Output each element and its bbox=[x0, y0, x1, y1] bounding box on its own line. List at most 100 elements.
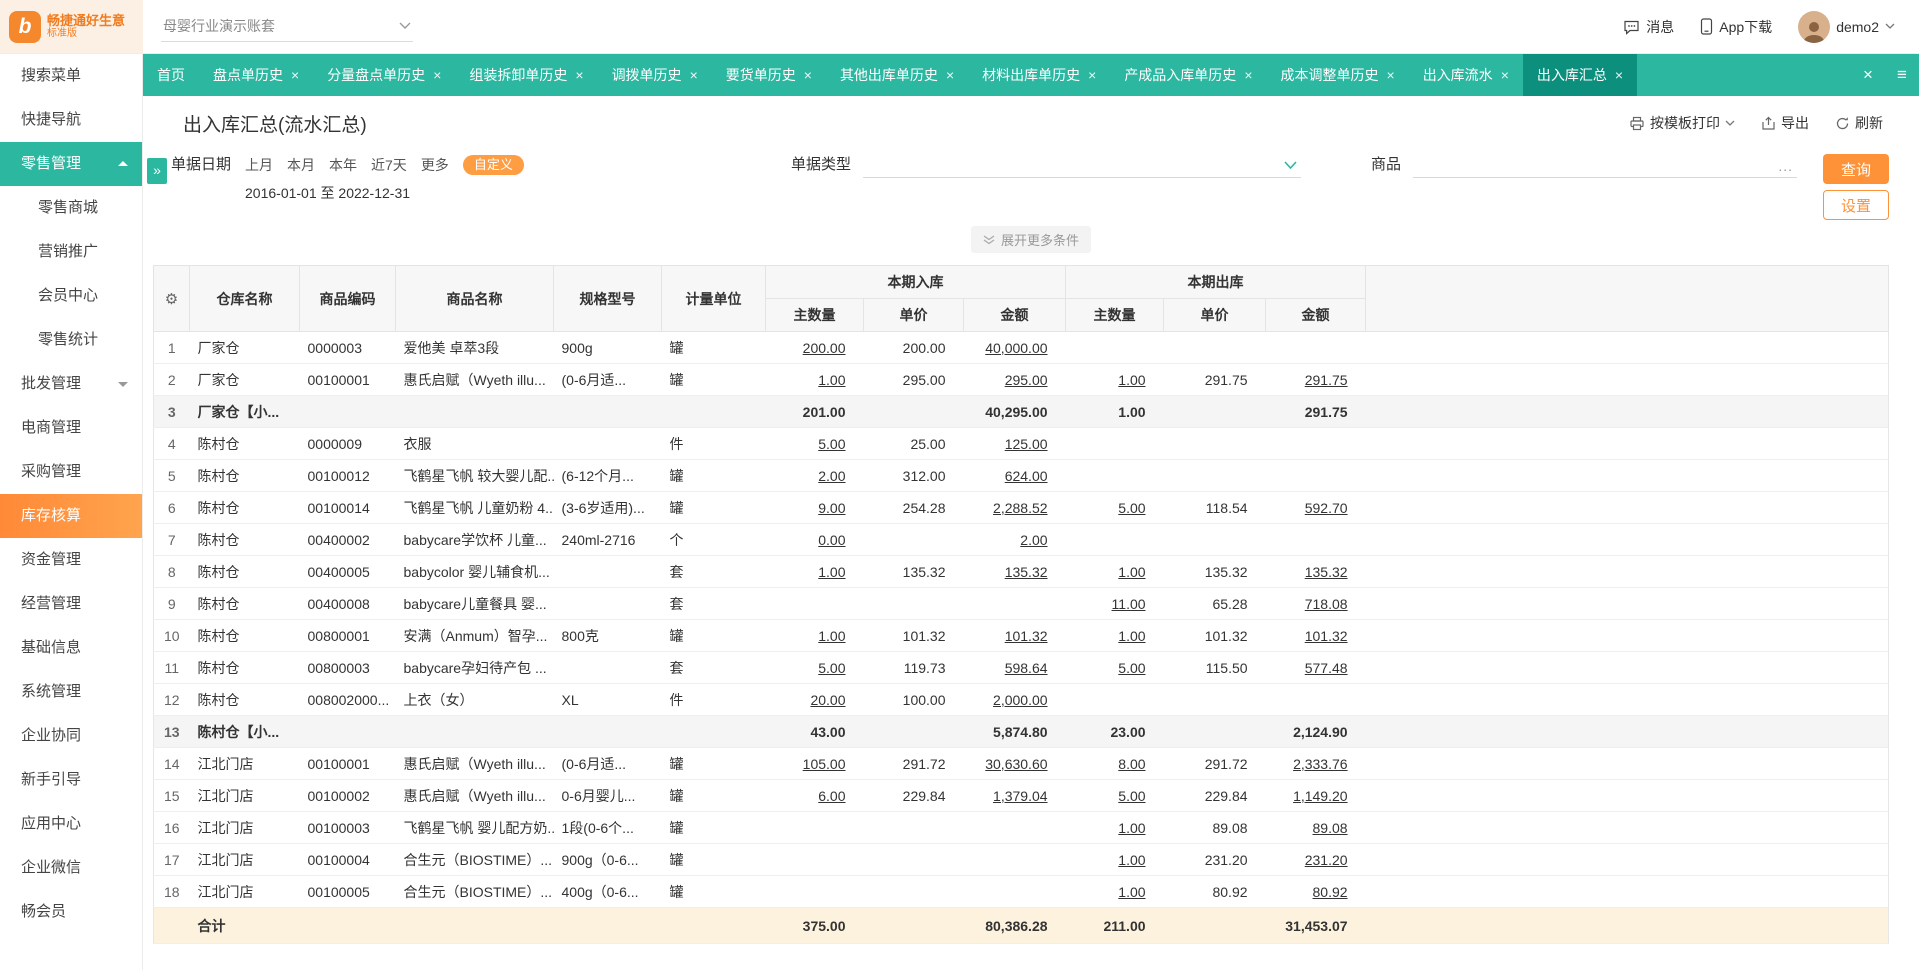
drill-link[interactable]: 718.08 bbox=[1304, 595, 1348, 612]
expand-more-button[interactable]: 展开更多条件 bbox=[970, 226, 1091, 253]
tab-材料出库单历史[interactable]: 材料出库单历史 × bbox=[968, 54, 1110, 96]
quick-link-近7天[interactable]: 近7天 bbox=[371, 157, 407, 173]
sidebar-item-畅会员[interactable]: 畅会员 bbox=[0, 890, 142, 934]
drill-link[interactable]: 1.00 bbox=[1118, 627, 1146, 644]
user-menu[interactable]: demo2 bbox=[1798, 10, 1895, 43]
drill-link[interactable]: 11.00 bbox=[1111, 595, 1146, 612]
drill-link[interactable]: 101.32 bbox=[1304, 627, 1348, 644]
product-input[interactable]: ... bbox=[1413, 154, 1797, 178]
drill-link[interactable]: 2,000.00 bbox=[993, 691, 1048, 708]
tab-出入库流水[interactable]: 出入库流水 × bbox=[1409, 54, 1523, 96]
drill-link[interactable]: 1.00 bbox=[818, 371, 846, 388]
drill-link[interactable]: 5.00 bbox=[1118, 787, 1146, 804]
tab-close-icon[interactable]: × bbox=[1500, 67, 1509, 83]
sidebar-item-基础信息[interactable]: 基础信息 bbox=[0, 626, 142, 670]
print-by-template-button[interactable]: 按模板打印 bbox=[1629, 113, 1735, 133]
doc-type-select[interactable] bbox=[863, 154, 1301, 178]
drill-link[interactable]: 5.00 bbox=[1118, 659, 1146, 676]
drill-link[interactable]: 1.00 bbox=[1118, 819, 1146, 836]
sidebar-item-零售商城[interactable]: 零售商城 bbox=[0, 186, 142, 230]
tab-close-icon[interactable]: × bbox=[433, 67, 442, 83]
sidebar-item-企业协同[interactable]: 企业协同 bbox=[0, 714, 142, 758]
sidebar-item-经营管理[interactable]: 经营管理 bbox=[0, 582, 142, 626]
export-button[interactable]: 导出 bbox=[1761, 113, 1809, 133]
drill-link[interactable]: 1.00 bbox=[1118, 883, 1146, 900]
drill-link[interactable]: 20.00 bbox=[810, 691, 846, 708]
drill-link[interactable]: 89.08 bbox=[1312, 819, 1348, 836]
drill-link[interactable]: 5.00 bbox=[818, 659, 846, 676]
drill-link[interactable]: 1,379.04 bbox=[993, 787, 1048, 804]
query-button[interactable]: 查询 bbox=[1823, 154, 1889, 184]
drill-link[interactable]: 577.48 bbox=[1304, 659, 1348, 676]
sidebar-item-快捷导航[interactable]: 快捷导航 bbox=[0, 98, 142, 142]
close-tabs-icon[interactable]: × bbox=[1863, 65, 1873, 84]
sidebar-item-会员中心[interactable]: 会员中心 bbox=[0, 274, 142, 318]
drill-link[interactable]: 30,630.60 bbox=[985, 755, 1048, 772]
drill-link[interactable]: 2.00 bbox=[1020, 531, 1048, 548]
sidebar-item-营销推广[interactable]: 营销推广 bbox=[0, 230, 142, 274]
tab-首页[interactable]: 首页 bbox=[143, 54, 199, 96]
settings-button[interactable]: 设置 bbox=[1823, 190, 1889, 220]
drill-link[interactable]: 231.20 bbox=[1304, 851, 1348, 868]
drill-link[interactable]: 125.00 bbox=[1004, 435, 1048, 452]
tab-close-icon[interactable]: × bbox=[1088, 67, 1097, 83]
drill-link[interactable]: 2,333.76 bbox=[1293, 755, 1348, 772]
sidebar-item-新手引导[interactable]: 新手引导 bbox=[0, 758, 142, 802]
tab-close-icon[interactable]: × bbox=[689, 67, 698, 83]
tab-close-icon[interactable]: × bbox=[1614, 67, 1624, 83]
drill-link[interactable]: 1.00 bbox=[1118, 851, 1146, 868]
tab-close-icon[interactable]: × bbox=[575, 67, 584, 83]
custom-date-badge[interactable]: 自定义 bbox=[462, 155, 524, 175]
tab-出入库汇总[interactable]: 出入库汇总 × bbox=[1522, 54, 1638, 96]
drill-link[interactable]: 5.00 bbox=[818, 435, 846, 452]
sidebar-item-零售管理[interactable]: 零售管理 bbox=[0, 142, 142, 186]
drill-link[interactable]: 6.00 bbox=[818, 787, 846, 804]
drill-link[interactable]: 1.00 bbox=[818, 627, 846, 644]
drill-link[interactable]: 135.32 bbox=[1004, 563, 1048, 580]
app-download-button[interactable]: App下载 bbox=[1700, 17, 1772, 37]
column-settings-header[interactable]: ⚙ bbox=[153, 265, 190, 332]
sidebar-item-应用中心[interactable]: 应用中心 bbox=[0, 802, 142, 846]
tab-产成品入库单历史[interactable]: 产成品入库单历史 × bbox=[1110, 54, 1266, 96]
drill-link[interactable]: 598.64 bbox=[1004, 659, 1048, 676]
sidebar-item-库存核算[interactable]: 库存核算 bbox=[0, 494, 142, 538]
drill-link[interactable]: 2,288.52 bbox=[993, 499, 1048, 516]
sidebar-item-电商管理[interactable]: 电商管理 bbox=[0, 406, 142, 450]
messages-button[interactable]: 消息 bbox=[1623, 17, 1674, 37]
drill-link[interactable]: 0.00 bbox=[818, 531, 846, 548]
sidebar-item-企业微信[interactable]: 企业微信 bbox=[0, 846, 142, 890]
drill-link[interactable]: 624.00 bbox=[1004, 467, 1048, 484]
tab-要货单历史[interactable]: 要货单历史 × bbox=[712, 54, 826, 96]
refresh-button[interactable]: 刷新 bbox=[1835, 113, 1883, 133]
tab-close-icon[interactable]: × bbox=[1244, 67, 1253, 83]
sidebar-item-批发管理[interactable]: 批发管理 bbox=[0, 362, 142, 406]
tab-成本调整单历史[interactable]: 成本调整单历史 × bbox=[1267, 54, 1409, 96]
tab-close-icon[interactable]: × bbox=[945, 67, 955, 83]
drill-link[interactable]: 592.70 bbox=[1304, 499, 1348, 516]
tab-close-icon[interactable]: × bbox=[803, 67, 812, 83]
drill-link[interactable]: 1,149.20 bbox=[1293, 787, 1348, 804]
tab-menu-icon[interactable]: ≡ bbox=[1897, 65, 1907, 84]
collapse-panel-icon[interactable]: » bbox=[147, 158, 167, 184]
drill-link[interactable]: 105.00 bbox=[802, 755, 846, 772]
drill-link[interactable]: 5.00 bbox=[1118, 499, 1146, 516]
drill-link[interactable]: 1.00 bbox=[818, 563, 846, 580]
sidebar-item-系统管理[interactable]: 系统管理 bbox=[0, 670, 142, 714]
sidebar-item-资金管理[interactable]: 资金管理 bbox=[0, 538, 142, 582]
quick-link-上月[interactable]: 上月 bbox=[245, 157, 274, 173]
tab-其他出库单历史[interactable]: 其他出库单历史 × bbox=[826, 54, 968, 96]
tab-close-icon[interactable]: × bbox=[291, 67, 300, 83]
drill-link[interactable]: 1.00 bbox=[1118, 371, 1146, 388]
drill-link[interactable]: 291.75 bbox=[1304, 371, 1348, 388]
drill-link[interactable]: 101.32 bbox=[1004, 627, 1048, 644]
sidebar-item-搜索菜单[interactable]: 搜索菜单 bbox=[0, 54, 142, 98]
tab-调拨单历史[interactable]: 调拨单历史 × bbox=[598, 54, 712, 96]
drill-link[interactable]: 295.00 bbox=[1004, 371, 1048, 388]
product-picker-button[interactable]: ... bbox=[1778, 157, 1793, 174]
drill-link[interactable]: 8.00 bbox=[1118, 755, 1146, 772]
drill-link[interactable]: 9.00 bbox=[818, 499, 846, 516]
account-select[interactable]: 母婴行业演示账套 bbox=[161, 11, 413, 42]
drill-link[interactable]: 200.00 bbox=[802, 339, 846, 356]
tab-盘点单历史[interactable]: 盘点单历史 × bbox=[199, 54, 313, 96]
drill-link[interactable]: 1.00 bbox=[1118, 563, 1146, 580]
